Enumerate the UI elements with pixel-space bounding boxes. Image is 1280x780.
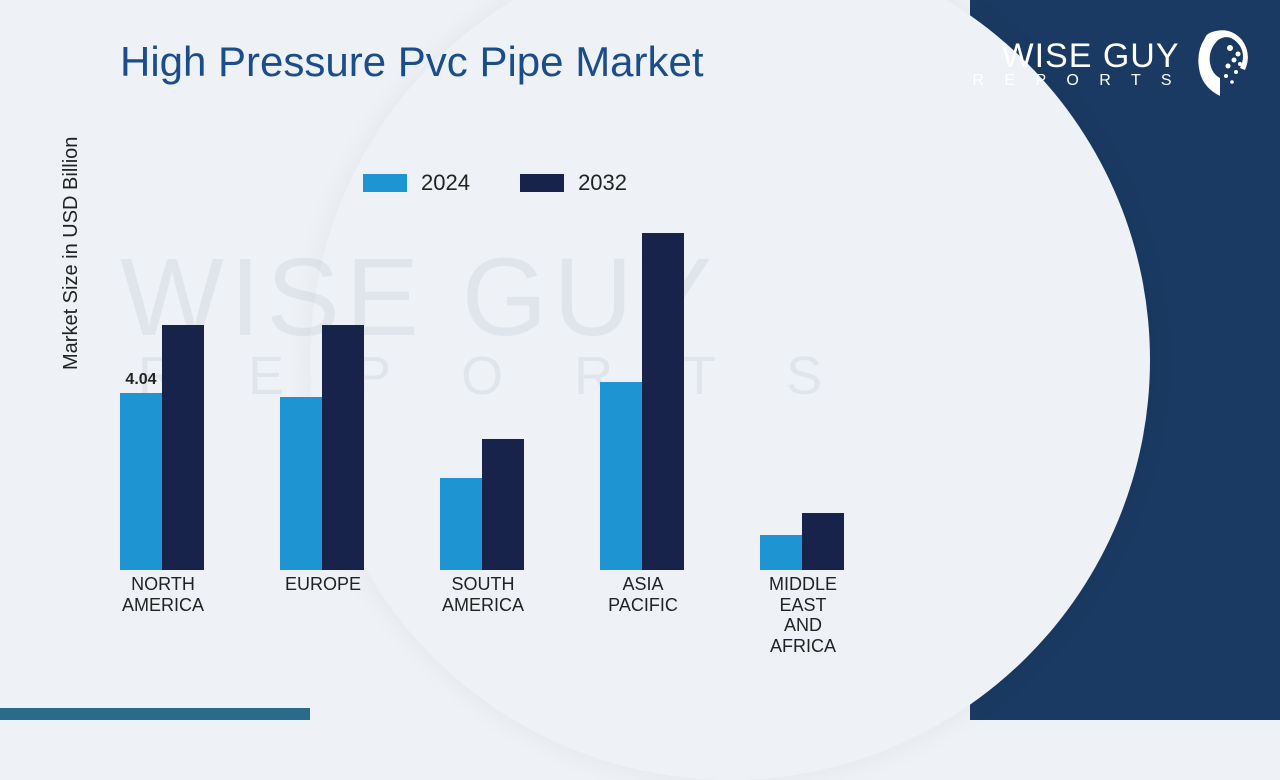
x-axis-category: ASIAPACIFIC: [578, 574, 708, 615]
bar-2032: [482, 439, 524, 570]
bar-value-label: 4.04: [111, 371, 171, 389]
bar-2024: [600, 382, 642, 570]
legend-swatch-2024: [363, 174, 407, 192]
brand-sub: R E P O R T S: [972, 72, 1179, 90]
legend-label-2024: 2024: [421, 170, 470, 196]
bar-2032: [162, 325, 204, 570]
legend-label-2032: 2032: [578, 170, 627, 196]
x-axis-category: NORTHAMERICA: [98, 574, 228, 615]
bar-2032: [642, 233, 684, 570]
legend-item-2032: 2032: [520, 170, 627, 196]
brand-head-icon: [1190, 28, 1250, 98]
legend: 2024 2032: [80, 170, 910, 198]
bar-2032: [802, 513, 844, 570]
x-axis-category: SOUTHAMERICA: [418, 574, 548, 615]
x-axis-category: EUROPE: [258, 574, 388, 595]
bar-2032: [322, 325, 364, 570]
chart-title: High Pressure Pvc Pipe Market: [120, 38, 704, 86]
bar-2024: [760, 535, 802, 570]
plot-area: 4.04: [120, 220, 900, 570]
bar-2024: [280, 397, 322, 570]
legend-item-2024: 2024: [363, 170, 470, 196]
bar-2024: [120, 393, 162, 570]
bar-2024: [440, 478, 482, 570]
brand-main: WISE GUY: [972, 37, 1179, 76]
chart: Market Size in USD Billion 2024 2032 4.0…: [80, 170, 910, 630]
legend-swatch-2032: [520, 174, 564, 192]
x-axis-category: MIDDLEEASTANDAFRICA: [738, 574, 868, 657]
footer-accent-bar: [0, 708, 310, 720]
brand-logo: WISE GUY R E P O R T S: [972, 28, 1250, 98]
